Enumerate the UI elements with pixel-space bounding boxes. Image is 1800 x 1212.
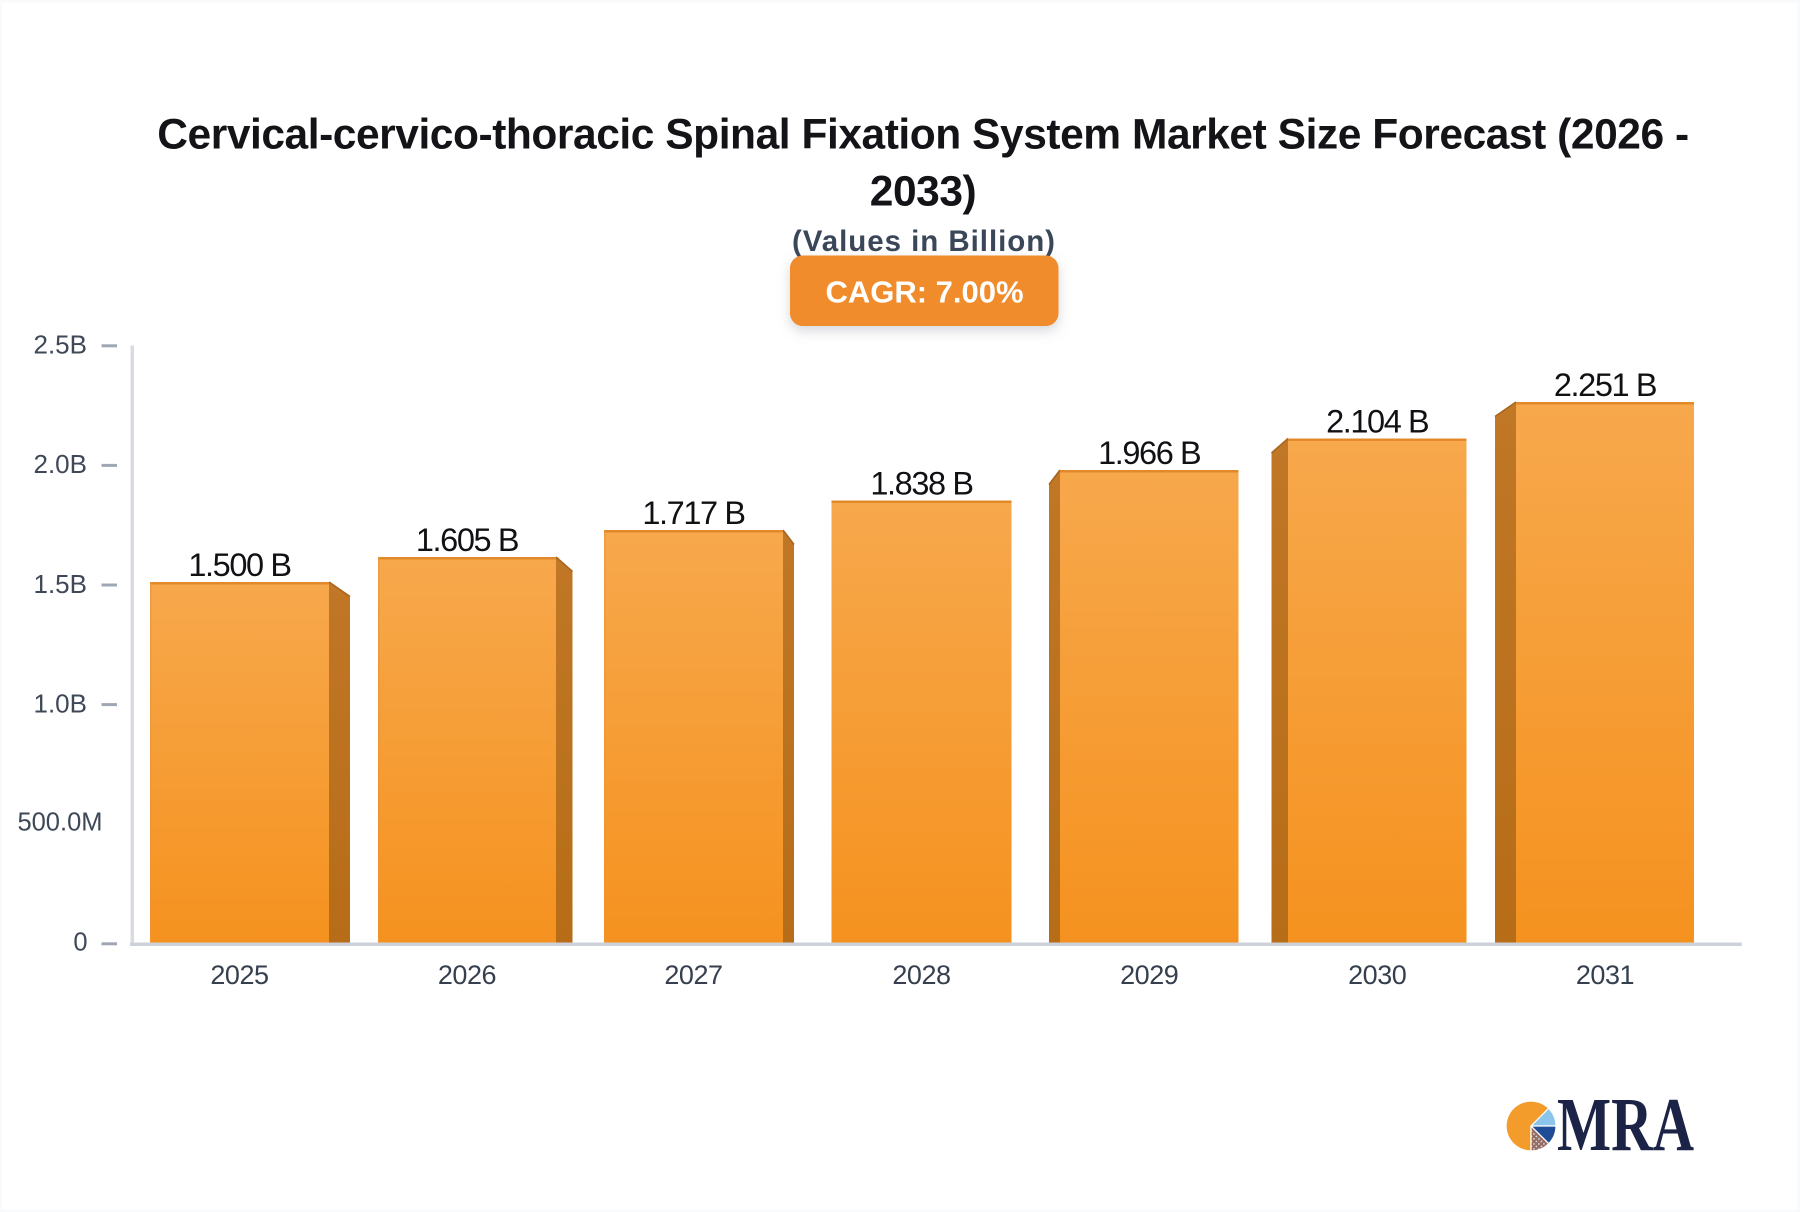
svg-text:MRA: MRA xyxy=(1557,1082,1694,1167)
svg-text:2027: 2027 xyxy=(664,960,722,990)
svg-text:(Values in Billion): (Values in Billion) xyxy=(792,225,1056,258)
svg-text:2026: 2026 xyxy=(438,960,496,990)
svg-text:1.717 B: 1.717 B xyxy=(642,495,744,531)
svg-text:2033): 2033) xyxy=(870,169,976,216)
svg-text:2031: 2031 xyxy=(1576,960,1634,990)
svg-text:2.5B: 2.5B xyxy=(34,330,88,360)
svg-text:500.0M: 500.0M xyxy=(17,809,102,837)
svg-text:2.251 B: 2.251 B xyxy=(1554,367,1656,403)
svg-text:2025: 2025 xyxy=(210,960,268,990)
svg-text:1.838 B: 1.838 B xyxy=(870,466,972,502)
svg-text:2.104 B: 2.104 B xyxy=(1326,404,1428,440)
svg-text:1.605 B: 1.605 B xyxy=(416,522,518,558)
svg-text:CAGR: 7.00%: CAGR: 7.00% xyxy=(825,274,1023,309)
svg-text:0: 0 xyxy=(73,929,87,957)
svg-text:2028: 2028 xyxy=(892,960,950,990)
svg-text:Cervical-cervico-thoracic Spin: Cervical-cervico-thoracic Spinal Fixatio… xyxy=(157,112,1688,159)
svg-text:1.0B: 1.0B xyxy=(34,688,88,718)
svg-text:2.0B: 2.0B xyxy=(34,449,88,479)
svg-text:1.5B: 1.5B xyxy=(34,569,88,599)
svg-text:2030: 2030 xyxy=(1348,960,1406,990)
svg-text:2029: 2029 xyxy=(1120,960,1178,990)
svg-text:1.966 B: 1.966 B xyxy=(1098,435,1200,471)
svg-text:1.500 B: 1.500 B xyxy=(188,547,290,583)
